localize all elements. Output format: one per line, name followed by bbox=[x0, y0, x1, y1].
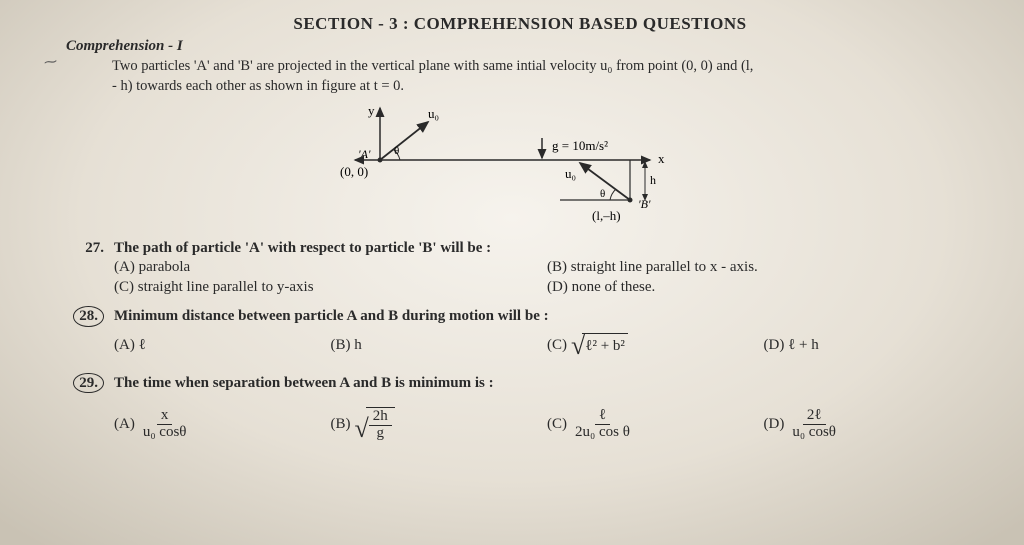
A-label: 'A' bbox=[358, 147, 371, 161]
q28-num: 28. bbox=[60, 306, 114, 327]
q28-C: (C) √ℓ² + b² bbox=[547, 333, 764, 359]
q29-D: (D) 2ℓu₀ cosθ bbox=[764, 408, 981, 441]
q29-C: (C) ℓ2u₀ cos θ bbox=[547, 408, 764, 441]
theta-b: θ bbox=[600, 188, 605, 200]
intro-line-2: - h) towards each other as shown in figu… bbox=[112, 78, 404, 94]
section-title: SECTION - 3 : COMPREHENSION BASED QUESTI… bbox=[60, 14, 980, 34]
q29-D-num: 2ℓ bbox=[803, 408, 826, 425]
q27-num: 27. bbox=[60, 240, 114, 257]
x-axis-label: x bbox=[658, 151, 665, 166]
q28-options: (A) ℓ (B) h (C) √ℓ² + b² (D) ℓ + h bbox=[114, 333, 980, 359]
q29-A-num: x bbox=[157, 408, 173, 425]
q27-D: (D) none of these. bbox=[547, 279, 980, 296]
q29-B-den: g bbox=[373, 426, 389, 442]
q29: 29. The time when separation between A a… bbox=[60, 373, 980, 394]
q28-C-prefix: (C) bbox=[547, 337, 567, 354]
q27-A: (A) parabola bbox=[114, 259, 547, 276]
q29-num: 29. bbox=[60, 373, 114, 394]
q28-C-radicand: ℓ² + b² bbox=[585, 338, 625, 355]
q29-C-den: 2u₀ cos θ bbox=[571, 425, 634, 441]
q29-A-den: u₀ cosθ bbox=[139, 425, 191, 441]
g-label: g = 10m/s² bbox=[552, 138, 608, 153]
q29-C-prefix: (C) bbox=[547, 416, 567, 433]
q27-text: The path of particle 'A' with respect to… bbox=[114, 240, 980, 257]
q29-B-prefix: (B) bbox=[331, 416, 351, 433]
q29-options: (A) xu₀ cosθ (B) √ 2hg (C) ℓ2u₀ cos θ (D… bbox=[114, 407, 980, 442]
B-label: 'B' bbox=[638, 197, 651, 211]
q28: 28. Minimum distance between particle A … bbox=[60, 306, 980, 327]
q29-text: The time when separation between A and B… bbox=[114, 375, 980, 392]
q28-D: (D) ℓ + h bbox=[764, 337, 981, 354]
coord-label: (l,–h) bbox=[592, 208, 621, 223]
q29-B-num: 2h bbox=[369, 409, 392, 426]
q28-A: (A) ℓ bbox=[114, 337, 331, 354]
origin-label: (0, 0) bbox=[340, 164, 368, 179]
y-axis-label: y bbox=[368, 103, 375, 118]
q28-B: (B) h bbox=[331, 337, 548, 354]
q29-D-prefix: (D) bbox=[764, 416, 785, 433]
q29-A-prefix: (A) bbox=[114, 416, 135, 433]
pencil-mark: ⁓ bbox=[43, 53, 58, 70]
q27-C: (C) straight line parallel to y-axis bbox=[114, 279, 547, 296]
intro-text: Two particles 'A' and 'B' are projected … bbox=[112, 57, 980, 96]
q29-C-num: ℓ bbox=[595, 408, 610, 425]
q29-D-den: u₀ cosθ bbox=[788, 425, 840, 441]
u0-a: u₀ bbox=[428, 106, 439, 121]
figure: y (0, 0) 'A' x u₀ θ g = 10m/s² 'B' bbox=[260, 100, 780, 230]
h-label: h bbox=[650, 173, 656, 187]
comprehension-label: Comprehension - I bbox=[66, 38, 980, 55]
theta-a: θ bbox=[394, 145, 399, 157]
q27-B: (B) straight line parallel to x - axis. bbox=[547, 259, 980, 276]
q27-options: (A) parabola (B) straight line parallel … bbox=[114, 259, 980, 296]
u0-b: u₀ bbox=[565, 166, 576, 181]
intro-line-1: Two particles 'A' and 'B' are projected … bbox=[112, 58, 753, 74]
q28-text: Minimum distance between particle A and … bbox=[114, 308, 980, 325]
q27: 27. The path of particle 'A' with respec… bbox=[60, 240, 980, 257]
q29-A: (A) xu₀ cosθ bbox=[114, 408, 331, 441]
q29-B: (B) √ 2hg bbox=[331, 407, 548, 442]
